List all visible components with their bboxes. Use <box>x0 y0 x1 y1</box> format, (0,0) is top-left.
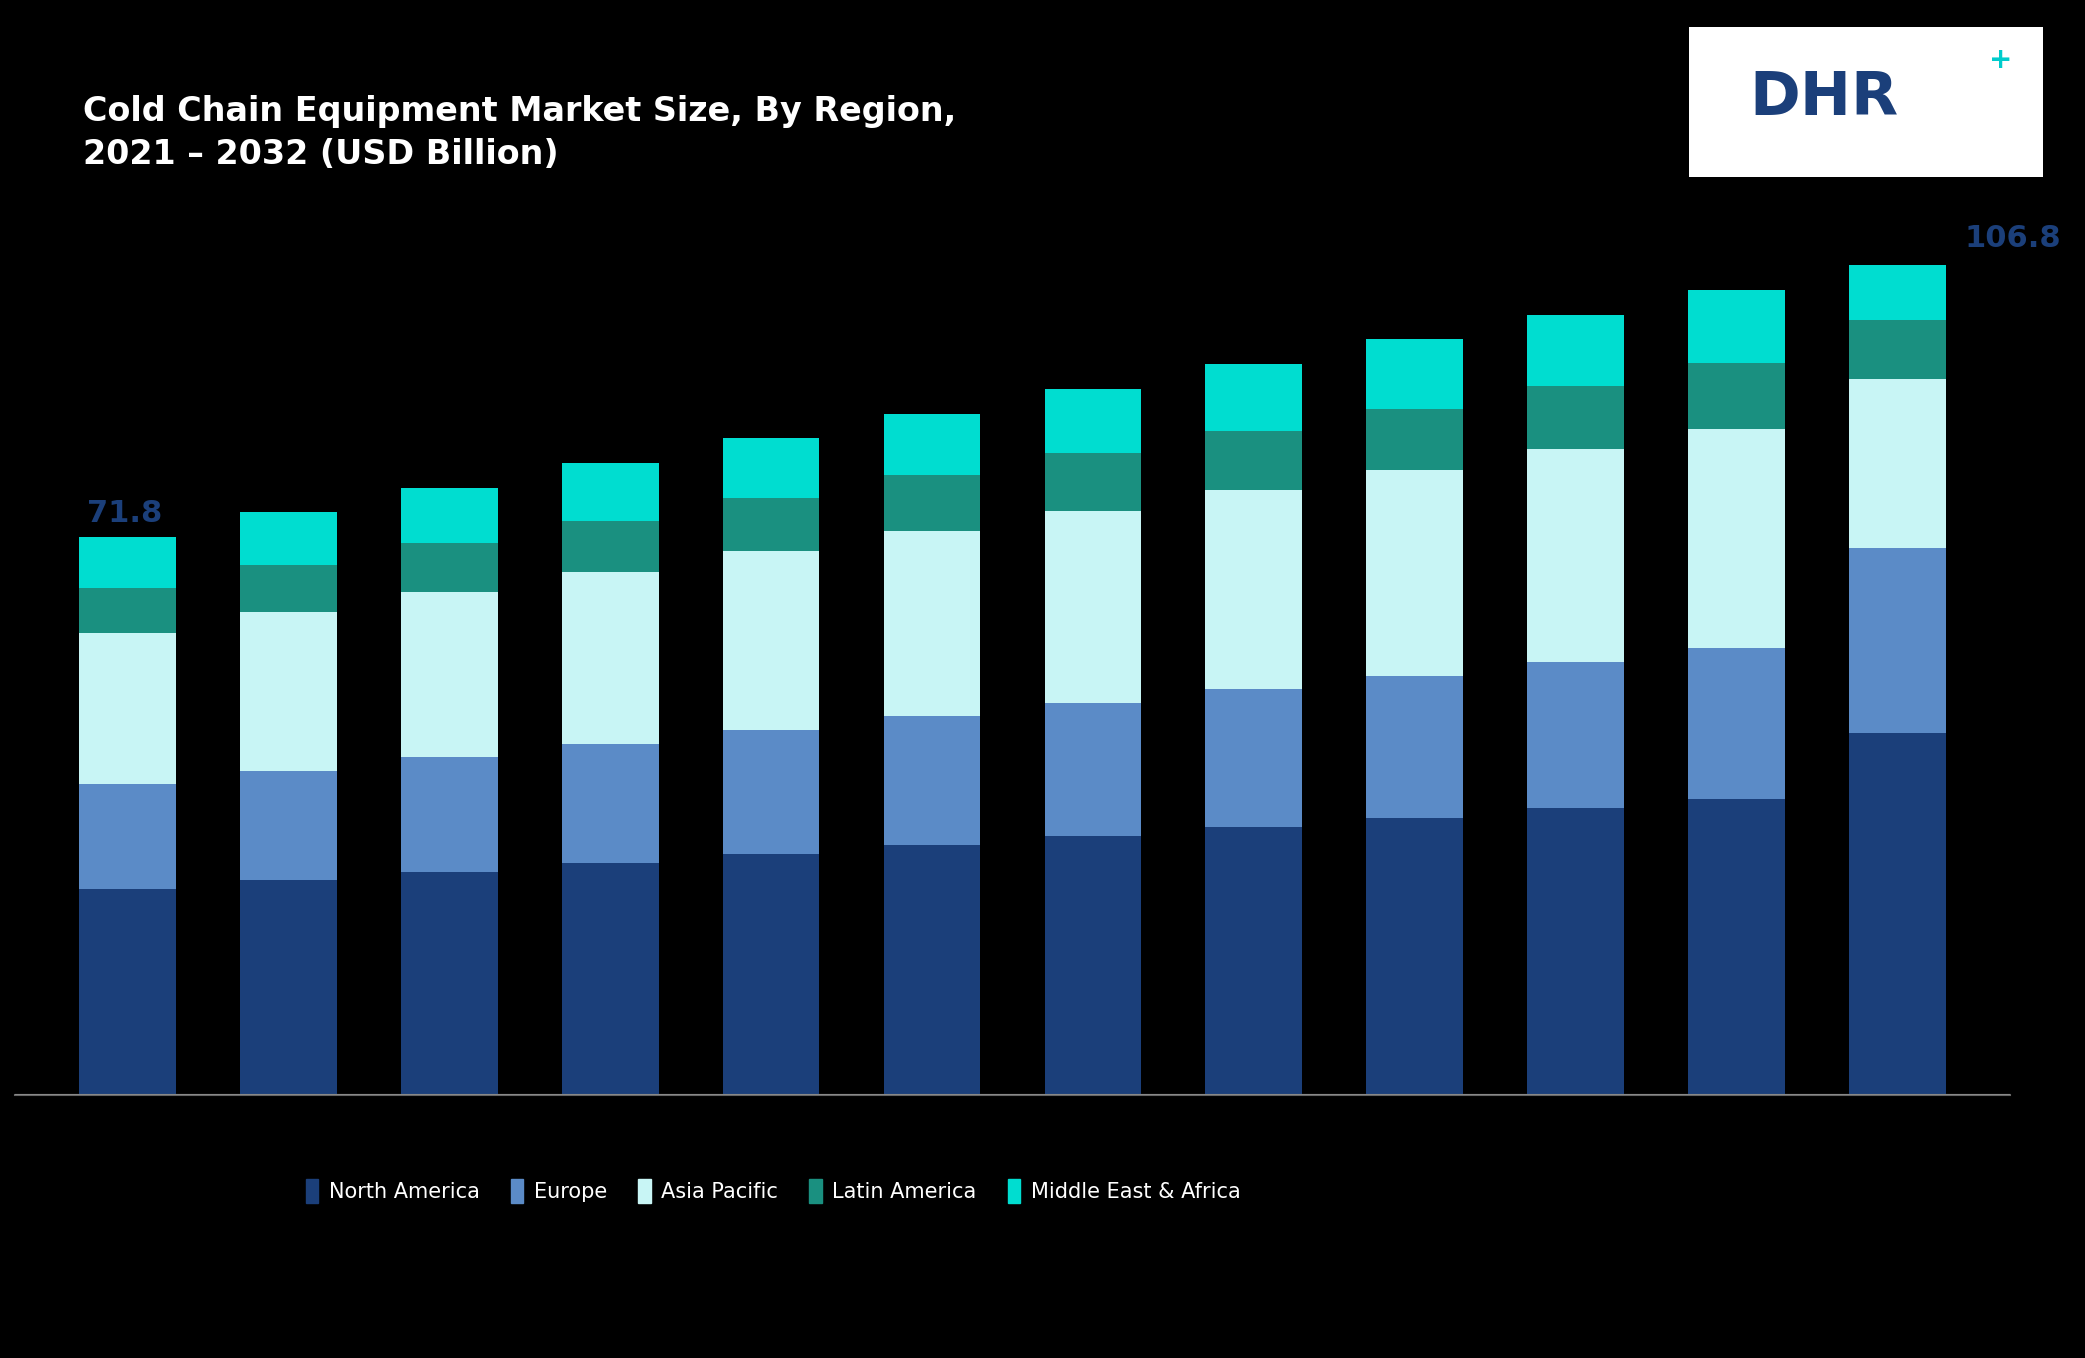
Bar <box>79 588 175 633</box>
Bar <box>1849 320 1945 379</box>
Bar <box>400 872 498 1096</box>
Bar <box>1689 648 1785 800</box>
Bar <box>723 439 819 498</box>
Text: 106.8: 106.8 <box>1964 224 2062 254</box>
Bar <box>563 520 659 572</box>
Bar <box>1045 388 1140 454</box>
Bar <box>1205 430 1301 490</box>
Bar <box>240 770 338 880</box>
Bar <box>240 880 338 1096</box>
Legend: North America, Europe, Asia Pacific, Latin America, Middle East & Africa: North America, Europe, Asia Pacific, Lat… <box>298 1171 1249 1211</box>
Bar <box>1526 661 1624 808</box>
Bar <box>884 717 980 845</box>
Bar <box>563 862 659 1096</box>
Bar <box>400 488 498 543</box>
Bar <box>1849 733 1945 1096</box>
Bar <box>723 498 819 551</box>
Bar <box>79 785 175 889</box>
Bar <box>1205 689 1301 827</box>
Text: +: + <box>1989 46 2012 75</box>
Bar <box>723 854 819 1096</box>
Bar <box>1689 429 1785 648</box>
Text: Cold Chain Equipment Market Size, By Region,
2021 – 2032 (USD Billion): Cold Chain Equipment Market Size, By Reg… <box>83 95 957 171</box>
Bar <box>723 551 819 731</box>
Bar <box>400 758 498 872</box>
Bar <box>1526 449 1624 661</box>
Bar <box>884 845 980 1096</box>
Bar <box>1366 818 1464 1096</box>
Bar <box>1366 340 1464 409</box>
Bar <box>400 543 498 592</box>
Bar <box>1205 490 1301 689</box>
Bar <box>1526 315 1624 386</box>
Bar <box>563 744 659 862</box>
Bar <box>240 612 338 770</box>
Bar <box>1849 549 1945 733</box>
Bar <box>240 565 338 612</box>
Bar <box>1045 454 1140 511</box>
Text: 71.8: 71.8 <box>88 498 163 528</box>
Bar <box>240 512 338 565</box>
Bar <box>79 633 175 785</box>
Bar <box>1205 364 1301 430</box>
Bar <box>79 538 175 588</box>
Bar <box>1849 265 1945 320</box>
Bar <box>1045 703 1140 835</box>
Bar <box>1689 800 1785 1096</box>
Bar <box>723 731 819 854</box>
Bar <box>884 475 980 531</box>
Bar <box>1689 364 1785 429</box>
Text: DHR: DHR <box>1749 69 1897 129</box>
Bar <box>1366 470 1464 676</box>
Bar <box>400 592 498 758</box>
Bar <box>1366 676 1464 818</box>
Bar <box>79 889 175 1096</box>
Bar <box>1526 386 1624 449</box>
Bar <box>884 413 980 475</box>
Bar <box>1849 379 1945 549</box>
Bar <box>563 463 659 520</box>
Bar <box>1689 289 1785 364</box>
Bar <box>884 531 980 717</box>
Bar <box>563 572 659 744</box>
FancyBboxPatch shape <box>1683 24 2050 179</box>
Bar <box>1045 835 1140 1096</box>
Bar <box>1366 409 1464 470</box>
Bar <box>1045 511 1140 703</box>
Bar <box>1205 827 1301 1096</box>
Bar <box>1526 808 1624 1096</box>
